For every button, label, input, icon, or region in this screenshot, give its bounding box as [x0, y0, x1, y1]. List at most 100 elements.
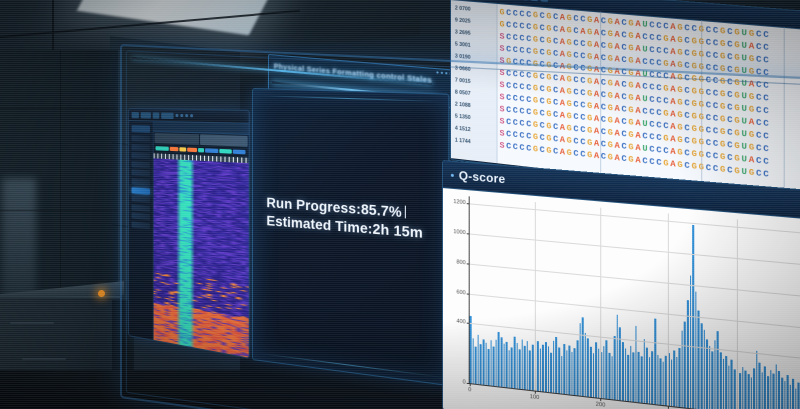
sequence-tab[interactable] — [531, 0, 539, 1]
tab-overview[interactable] — [154, 132, 200, 145]
bar — [573, 347, 576, 396]
base-S: S — [499, 104, 507, 115]
base-A: A — [748, 154, 756, 166]
base-A: A — [670, 34, 678, 46]
bar — [474, 346, 477, 384]
base-C: C — [727, 26, 735, 38]
base-C: C — [763, 143, 771, 155]
sidebar-item-density[interactable] — [131, 178, 150, 186]
base-C: C — [684, 35, 692, 47]
base-A: A — [614, 115, 622, 127]
sidebar-item-cycles[interactable] — [131, 160, 150, 169]
base-A: A — [670, 58, 678, 71]
base-G: G — [691, 160, 699, 173]
base-C: C — [712, 50, 720, 62]
bar — [700, 322, 703, 409]
bar — [537, 341, 539, 391]
base-G: G — [607, 114, 615, 126]
base-C: C — [553, 72, 560, 84]
sidebar-item-list[interactable] — [129, 135, 153, 230]
toolbar-button-export[interactable] — [161, 112, 174, 119]
q-score-canvas[interactable]: 0400600800100012000100200300400500 — [453, 196, 800, 409]
toolbar-button-zoom[interactable] — [140, 111, 151, 118]
wall-display: Physical Series Formatting control Stale… — [120, 0, 800, 409]
base-C: C — [512, 129, 520, 141]
bar — [613, 335, 616, 400]
sidebar-item-intensity[interactable] — [131, 186, 150, 195]
toolbar-button-view[interactable] — [131, 111, 139, 118]
base-C: C — [663, 45, 671, 57]
base-C: C — [684, 22, 692, 34]
bar — [526, 341, 529, 390]
base-A: A — [614, 128, 622, 140]
base-G: G — [587, 14, 594, 26]
sequence-tab[interactable] — [541, 0, 549, 2]
sidebar-item-tiles[interactable] — [131, 152, 150, 160]
base-C: C — [512, 105, 520, 117]
bar — [521, 339, 524, 390]
base-G: G — [532, 22, 540, 33]
tab-detail[interactable] — [200, 134, 248, 147]
sidebar-item-phasing[interactable] — [131, 204, 150, 212]
base-G: G — [628, 104, 636, 116]
base-C: C — [763, 130, 771, 143]
bar — [764, 366, 766, 409]
bar — [503, 343, 505, 388]
base-C: C — [712, 150, 720, 162]
base-G: G — [691, 85, 699, 98]
banner-dot-icon — [440, 71, 443, 75]
equipment-status-led — [98, 290, 105, 297]
bar — [786, 375, 789, 409]
base-S: S — [499, 128, 507, 140]
base-C: C — [519, 106, 527, 117]
bar — [689, 275, 692, 409]
base-G: G — [628, 141, 636, 153]
bar — [579, 322, 581, 396]
bar — [469, 359, 472, 384]
sidebar-item-reads[interactable] — [131, 169, 150, 177]
base-C: C — [684, 135, 692, 147]
sidebar-item-reports[interactable] — [131, 221, 150, 230]
base-A: A — [614, 140, 622, 152]
base-C: C — [573, 123, 581, 135]
base-C: C — [519, 33, 527, 44]
sidebar-item-runs[interactable] — [131, 135, 150, 142]
base-G: G — [691, 98, 699, 110]
toolbar-dot-icon — [180, 113, 184, 118]
bar — [728, 365, 730, 409]
base-C: C — [763, 54, 771, 66]
base-G: G — [532, 70, 540, 82]
sequence-tabs[interactable] — [501, 0, 549, 2]
base-C: C — [763, 168, 771, 181]
base-C: C — [705, 24, 713, 36]
base-C: C — [712, 37, 720, 49]
y-axis-tick-label: 800 — [456, 259, 466, 267]
panel-sequencing-dashboard[interactable] — [128, 108, 250, 359]
base-G: G — [748, 28, 756, 40]
panel-q-score[interactable]: Q-score 04006008001000120001002003004005… — [442, 160, 800, 409]
intensity-heatmap[interactable] — [153, 158, 249, 359]
toolbar-button-filter[interactable] — [152, 111, 160, 119]
panel-run-status: Run Progress:85.7%Estimated Time:2h 15m — [252, 88, 450, 387]
bar — [563, 343, 565, 394]
base-G: G — [628, 42, 636, 54]
sidebar-item-clusters[interactable] — [131, 195, 150, 204]
bar — [513, 337, 516, 389]
base-C: C — [649, 131, 657, 143]
base-C: C — [763, 92, 771, 104]
base-C: C — [684, 110, 692, 122]
base-C: C — [649, 69, 657, 81]
base-A: A — [670, 146, 678, 158]
bar — [783, 381, 786, 409]
dashboard-sidebar[interactable] — [128, 121, 154, 341]
text-divider — [404, 205, 407, 219]
base-C: C — [763, 156, 771, 168]
sequence-column-divider — [701, 19, 703, 188]
y-axis-tick-label: 1000 — [453, 229, 466, 237]
sidebar-item-lanes[interactable] — [131, 143, 150, 151]
sidebar-item-errors[interactable] — [131, 212, 150, 221]
base-G: G — [628, 129, 636, 141]
bar — [646, 348, 648, 404]
bar — [678, 348, 681, 408]
bar — [744, 370, 747, 409]
